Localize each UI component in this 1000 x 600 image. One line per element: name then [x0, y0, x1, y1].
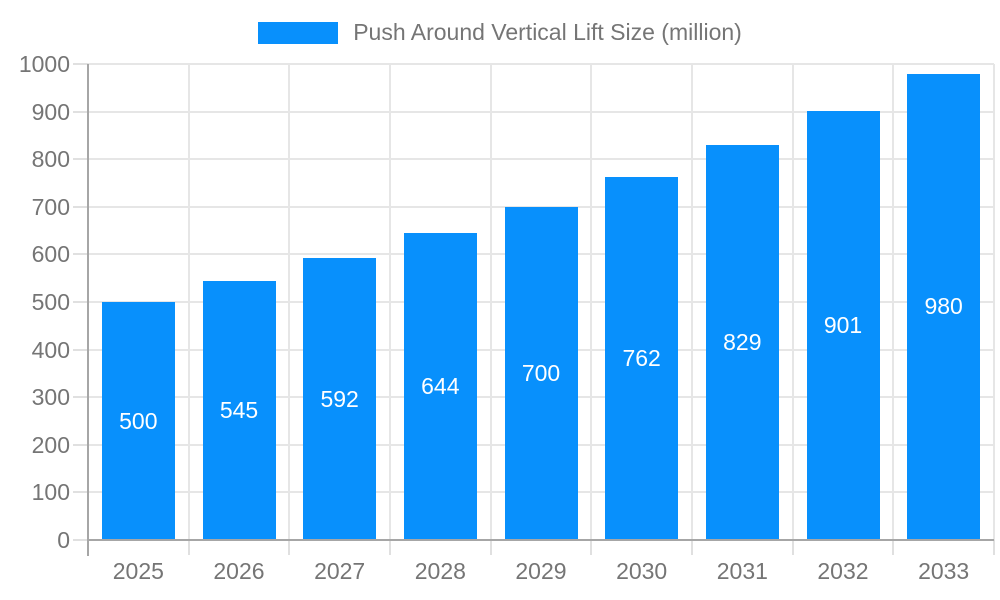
- x-gridline: [791, 64, 794, 540]
- x-axis-tick: [691, 540, 693, 555]
- y-axis-tick: [73, 539, 88, 541]
- y-axis-label: 900: [31, 98, 70, 125]
- x-axis-tick: [892, 540, 895, 555]
- bar[interactable]: 700: [504, 206, 578, 540]
- y-axis-label: 800: [31, 146, 70, 173]
- y-axis-label: 700: [31, 193, 70, 220]
- y-axis-tick: [73, 158, 88, 161]
- y-axis-tick: [73, 396, 88, 399]
- bar-value-label: 592: [320, 385, 359, 412]
- x-gridline: [691, 64, 693, 540]
- bar[interactable]: 592: [303, 258, 377, 540]
- y-axis-label: 200: [31, 431, 70, 458]
- x-axis-label: 2032: [817, 558, 869, 584]
- bar[interactable]: 644: [403, 233, 477, 540]
- y-axis-label: 300: [31, 384, 70, 411]
- bar[interactable]: 762: [605, 177, 679, 540]
- y-axis-label: 1000: [18, 51, 70, 77]
- x-axis-tick: [791, 540, 794, 555]
- y-gridline: [88, 63, 994, 65]
- y-axis-tick: [73, 63, 88, 65]
- x-gridline: [187, 64, 190, 540]
- x-axis-label: 2031: [716, 558, 768, 584]
- x-axis-tick: [389, 540, 391, 555]
- legend-label: Push Around Vertical Lift Size (million): [353, 19, 742, 45]
- y-axis-label: 500: [31, 289, 70, 315]
- y-gridline: [88, 158, 994, 161]
- y-axis-tick: [73, 443, 88, 446]
- x-axis-label: 2025: [112, 558, 164, 584]
- x-gridline: [489, 64, 492, 540]
- y-axis-label: 100: [31, 479, 70, 506]
- legend-swatch: [258, 21, 339, 44]
- x-axis-tick: [288, 540, 291, 555]
- x-axis-tick: [187, 540, 190, 555]
- y-axis-line: [87, 64, 89, 556]
- bar-value-label: 545: [219, 396, 259, 423]
- x-axis-line: [87, 539, 994, 541]
- bar[interactable]: 500: [101, 302, 175, 540]
- x-gridline: [993, 64, 995, 540]
- x-axis-tick: [489, 540, 492, 555]
- x-gridline: [590, 64, 593, 540]
- plot-area: 500 545 592 644 700 762 829 901 980: [73, 63, 995, 555]
- x-axis-tick: [993, 540, 995, 555]
- y-axis-tick: [73, 301, 88, 303]
- y-axis-tick: [73, 110, 88, 113]
- bar[interactable]: 545: [202, 280, 276, 540]
- bar-value-label: 700: [521, 359, 561, 386]
- x-axis-label: 2028: [414, 558, 466, 584]
- y-gridline: [88, 110, 994, 113]
- bar[interactable]: 829: [705, 145, 779, 540]
- x-axis-label: 2026: [213, 558, 265, 584]
- y-axis-label: 600: [31, 241, 70, 268]
- bar-value-label: 644: [421, 373, 460, 400]
- x-axis-label: 2030: [616, 558, 668, 584]
- y-axis-tick: [73, 253, 88, 256]
- y-axis-label: 0: [57, 527, 70, 553]
- x-gridline: [389, 64, 391, 540]
- x-gridline: [892, 64, 895, 540]
- x-axis-label: 2033: [918, 558, 970, 584]
- y-axis-label: 400: [31, 336, 70, 363]
- bar-value-label: 901: [823, 312, 863, 339]
- bar[interactable]: 901: [806, 111, 880, 540]
- x-axis-label: 2029: [515, 558, 567, 584]
- bar-value-label: 762: [622, 345, 661, 372]
- y-axis-tick: [73, 348, 88, 351]
- bar[interactable]: 980: [907, 73, 981, 540]
- y-gridline: [88, 205, 994, 208]
- y-axis-tick: [73, 205, 88, 208]
- legend[interactable]: Push Around Vertical Lift Size (million): [0, 19, 1000, 46]
- y-axis-tick: [73, 491, 88, 494]
- x-gridline: [288, 64, 291, 540]
- bar-value-label: 829: [723, 329, 762, 356]
- bar-value-label: 980: [924, 293, 963, 320]
- bar-value-label: 500: [119, 407, 158, 434]
- x-axis-label: 2027: [314, 558, 366, 584]
- x-axis-tick: [590, 540, 593, 555]
